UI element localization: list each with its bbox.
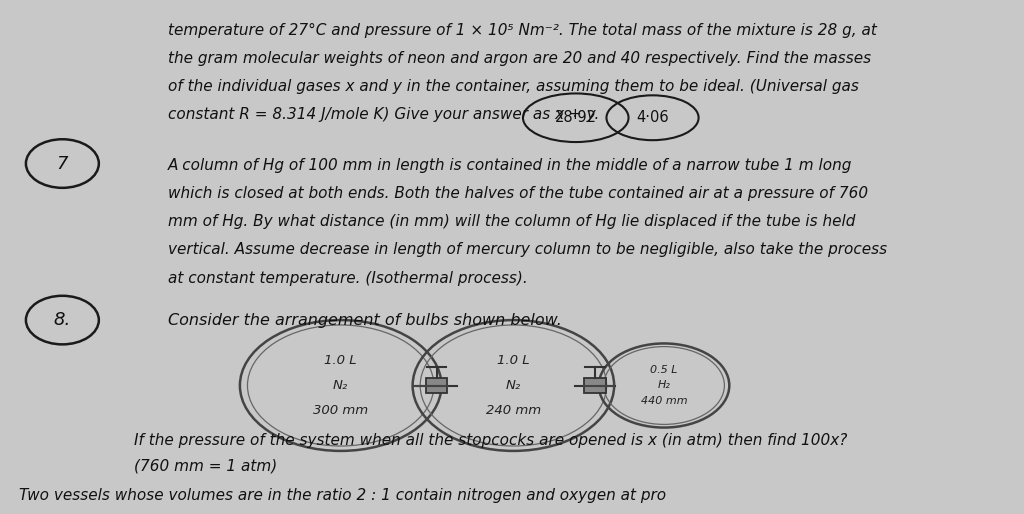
Text: 7: 7 — [56, 155, 69, 173]
Text: Two vessels whose volumes are in the ratio 2 : 1 contain nitrogen and oxygen at : Two vessels whose volumes are in the rat… — [19, 488, 667, 503]
Text: H₂: H₂ — [657, 380, 671, 391]
Text: 240 mm: 240 mm — [485, 404, 541, 417]
Text: vertical. Assume decrease in length of mercury column to be negligible, also tak: vertical. Assume decrease in length of m… — [168, 243, 887, 258]
Text: 440 mm: 440 mm — [641, 396, 687, 407]
Text: of the individual gases x and y in the container, assuming them to be ideal. (Un: of the individual gases x and y in the c… — [168, 79, 859, 94]
Text: A column of Hg of 100 mm in length is contained in the middle of a narrow tube 1: A column of Hg of 100 mm in length is co… — [168, 158, 852, 173]
Text: mm of Hg. By what distance (in mm) will the column of Hg lie displaced if the tu: mm of Hg. By what distance (in mm) will … — [168, 214, 855, 229]
Bar — [426, 378, 447, 393]
Text: 8.: 8. — [53, 311, 71, 329]
Text: 300 mm: 300 mm — [313, 404, 369, 417]
Text: 0.5 L: 0.5 L — [650, 364, 678, 375]
Text: 28·92: 28·92 — [555, 110, 597, 125]
Text: Consider the arrangement of bulbs shown below.: Consider the arrangement of bulbs shown … — [168, 313, 562, 327]
Text: If the pressure of the system when all the stopcocks are opened is x (in atm) th: If the pressure of the system when all t… — [134, 433, 848, 448]
Text: (760 mm = 1 atm): (760 mm = 1 atm) — [134, 459, 278, 474]
Text: N₂: N₂ — [506, 379, 521, 392]
Text: 4·06: 4·06 — [636, 110, 669, 125]
Text: at constant temperature. (Isothermal process).: at constant temperature. (Isothermal pro… — [168, 270, 527, 286]
Text: N₂: N₂ — [333, 379, 348, 392]
Text: 1.0 L: 1.0 L — [497, 354, 529, 367]
Text: the gram molecular weights of neon and argon are 20 and 40 respectively. Find th: the gram molecular weights of neon and a… — [168, 51, 871, 66]
Text: which is closed at both ends. Both the halves of the tube contained air at a pre: which is closed at both ends. Both the h… — [168, 187, 868, 201]
Text: constant R = 8.314 J/mole K) Give your answer as x + y.: constant R = 8.314 J/mole K) Give your a… — [168, 107, 599, 122]
Bar — [585, 378, 605, 393]
Text: 1.0 L: 1.0 L — [325, 354, 357, 367]
Text: temperature of 27°C and pressure of 1 × 10⁵ Nm⁻². The total mass of the mixture : temperature of 27°C and pressure of 1 × … — [168, 23, 877, 38]
